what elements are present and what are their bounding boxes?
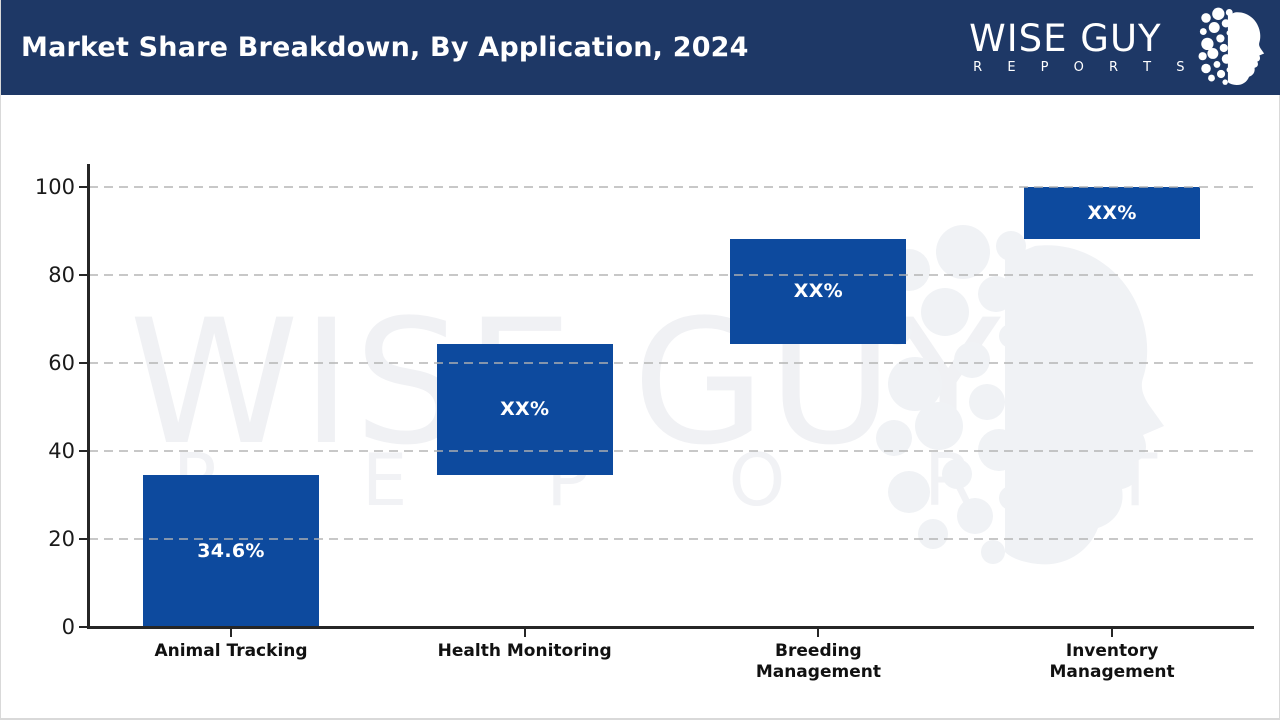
y-axis-tick-label: 20 (48, 527, 75, 551)
gridline (89, 274, 1254, 276)
bar-value-label: XX% (500, 398, 550, 421)
y-axis-tick-mark (79, 450, 89, 452)
x-axis-category-label: Breeding Management (755, 641, 881, 683)
wiseguy-logo: WISE GUY R E P O R T S (969, 7, 1267, 89)
y-axis-spine (87, 164, 90, 629)
bar-value-label: 34.6% (197, 539, 265, 562)
bar-breeding-management: XX% (730, 238, 907, 345)
y-axis-tick-label: 80 (48, 263, 75, 287)
wiseguy-head-icon (1198, 7, 1265, 85)
logo-subtitle: R E P O R T S (973, 60, 1195, 76)
gridline (89, 450, 1254, 452)
bar-inventory-management: XX% (1024, 187, 1201, 239)
y-axis-tick-label: 100 (34, 175, 75, 199)
gridline (89, 362, 1254, 364)
chart-title: Market Share Breakdown, By Application, … (21, 32, 749, 63)
y-axis-tick-mark (79, 362, 89, 364)
bar-health-monitoring: XX% (436, 344, 613, 475)
gridline (89, 538, 1254, 540)
logo-name: WISE GUY (969, 16, 1162, 60)
x-axis-tick-mark (817, 628, 820, 637)
y-axis-tick-mark (79, 626, 89, 628)
x-axis-tick-mark (1111, 628, 1114, 637)
header-bar: Market Share Breakdown, By Application, … (1, 0, 1280, 95)
y-axis-tick-label: 40 (48, 439, 75, 463)
x-axis-spine (87, 626, 1254, 629)
y-axis-tick-label: 0 (61, 615, 75, 639)
x-axis-category-label: Inventory Management (1049, 641, 1175, 683)
x-axis-tick-mark (523, 628, 526, 637)
x-axis-category-label: Animal Tracking (154, 641, 308, 661)
bar-animal-tracking: 34.6% (143, 474, 319, 627)
y-axis-tick-mark (79, 274, 89, 276)
x-axis-category-label: Health Monitoring (437, 641, 612, 661)
bar-value-label: XX% (793, 280, 844, 303)
bar-value-label: XX% (1087, 201, 1137, 224)
y-axis-tick-mark (79, 186, 89, 188)
logo-text-block: WISE GUY R E P O R T S (969, 16, 1195, 76)
x-axis-tick-mark (230, 628, 232, 637)
watermark-head-icon (876, 225, 1164, 565)
y-axis-tick-label: 60 (48, 351, 75, 375)
y-axis-tick-mark (79, 538, 89, 540)
gridline (89, 186, 1254, 188)
